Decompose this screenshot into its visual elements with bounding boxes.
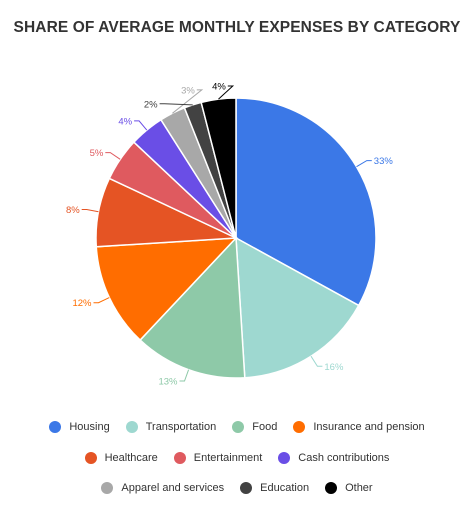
legend-label: Education	[260, 482, 310, 494]
leader-line	[81, 209, 99, 213]
legend-swatch	[293, 421, 306, 433]
legend-row: Healthcare Entertainment Cash contribution…	[0, 452, 474, 464]
leader-line	[179, 369, 190, 382]
data-label: 8%	[66, 205, 80, 216]
pie-slice-insurance-and-pension	[95, 237, 238, 342]
data-label: 4%	[118, 116, 132, 127]
pie-slice-transportation	[235, 236, 360, 379]
leader-line	[93, 297, 110, 304]
data-label: 16%	[324, 362, 344, 373]
data-label: 4%	[212, 82, 226, 93]
pie-chart: 33% 16% 13% 12% 8% 5% 4% 3% 2% 4%	[66, 82, 394, 388]
legend-label: Food	[252, 421, 278, 433]
legend-label: Insurance and pension	[313, 421, 425, 433]
legend-label: Cash contributions	[298, 452, 390, 464]
legend-item: Healthcare	[84, 452, 158, 464]
legend-swatch	[278, 452, 291, 464]
legend-label: Transportation	[145, 421, 217, 433]
legend-label: Other	[345, 482, 373, 494]
leader-line	[356, 160, 372, 168]
legend-swatch	[101, 482, 114, 494]
leader-line	[105, 152, 121, 160]
legend-item: Education	[240, 482, 309, 494]
data-label: 2%	[144, 99, 158, 110]
legend-swatch	[173, 452, 186, 464]
legend-row: Housing Transportation Food Insurance and p…	[0, 421, 474, 433]
legend-item: Cash contributions	[278, 452, 389, 464]
legend-item: Housing	[49, 421, 110, 433]
legend-item: Transportation	[125, 421, 217, 433]
legend-swatch	[240, 482, 253, 494]
data-label: 33%	[374, 156, 394, 167]
legend-label: Entertainment	[193, 452, 263, 464]
leader-line	[310, 355, 323, 367]
legend-swatch	[325, 482, 338, 494]
leader-line	[172, 89, 204, 114]
legend-item: Apparel and services	[101, 482, 224, 494]
chart-title: SHARE OF AVERAGE MONTHLY EXPENSES BY CAT…	[13, 19, 461, 36]
legend-swatch	[232, 421, 245, 433]
leader-line	[134, 120, 148, 131]
data-label: 5%	[90, 148, 104, 159]
legend-swatch	[84, 452, 97, 464]
legend-swatch	[125, 421, 138, 433]
leader-line	[159, 103, 193, 106]
data-label: 3%	[181, 85, 195, 96]
pie-slice-other	[200, 97, 237, 239]
data-label: 12%	[72, 298, 92, 309]
legend-label: Healthcare	[104, 452, 158, 464]
data-label: 13%	[158, 377, 178, 388]
legend-row: Apparel and services Education Other	[0, 482, 474, 494]
legend-label: Housing	[69, 421, 110, 433]
legend-item: Entertainment	[173, 452, 263, 464]
leader-line	[218, 85, 235, 100]
legend-item: Insurance and pension	[293, 421, 425, 433]
legend-item: Food	[232, 421, 277, 433]
legend-item: Other	[325, 482, 373, 494]
legend-label: Apparel and services	[121, 482, 225, 494]
legend-swatch	[49, 421, 62, 433]
pie-slice-housing	[235, 97, 377, 307]
